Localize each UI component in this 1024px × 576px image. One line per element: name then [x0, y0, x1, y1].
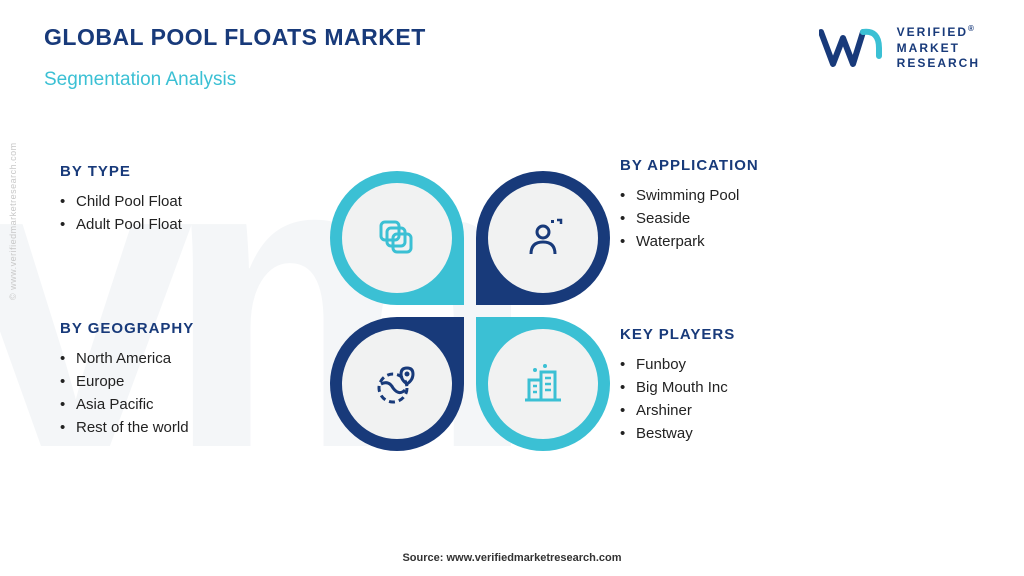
petal-inner	[342, 329, 452, 439]
list-item: North America	[60, 347, 320, 370]
list-item: Seaside	[620, 207, 980, 230]
segment-type: BY TYPE Child Pool FloatAdult Pool Float	[60, 163, 320, 236]
logo-line1: VERIFIED	[897, 25, 968, 39]
center-graphic	[320, 111, 620, 511]
page-subtitle: Segmentation Analysis	[44, 69, 426, 91]
header: GLOBAL POOL FLOATS MARKET Segmentation A…	[0, 0, 1024, 91]
segment-heading: BY TYPE	[60, 163, 320, 180]
segment-heading: KEY PLAYERS	[620, 326, 980, 343]
right-column: BY APPLICATION Swimming PoolSeasideWater…	[620, 111, 980, 511]
logo-line2: MARKET	[897, 41, 960, 55]
layers-icon	[375, 216, 419, 260]
list-item: Asia Pacific	[60, 393, 320, 416]
petal-type	[330, 171, 464, 305]
title-block: GLOBAL POOL FLOATS MARKET Segmentation A…	[44, 24, 426, 91]
segment-players: KEY PLAYERS FunboyBig Mouth IncArshinerB…	[620, 326, 980, 445]
segment-list: Child Pool FloatAdult Pool Float	[60, 190, 320, 236]
list-item: Big Mouth Inc	[620, 376, 980, 399]
segment-application: BY APPLICATION Swimming PoolSeasideWater…	[620, 157, 980, 253]
list-item: Waterpark	[620, 230, 980, 253]
list-item: Rest of the world	[60, 416, 320, 439]
petal-inner	[488, 183, 598, 293]
petal-inner	[488, 329, 598, 439]
list-item: Arshiner	[620, 399, 980, 422]
segment-heading: BY APPLICATION	[620, 157, 980, 174]
brand-logo: VERIFIED® MARKET RESEARCH	[819, 24, 980, 72]
left-column: BY TYPE Child Pool FloatAdult Pool Float…	[60, 111, 320, 511]
logo-text: VERIFIED® MARKET RESEARCH	[897, 24, 980, 72]
list-item: Bestway	[620, 422, 980, 445]
petal-geography	[330, 317, 464, 451]
content-grid: BY TYPE Child Pool FloatAdult Pool Float…	[0, 91, 1024, 511]
list-item: Adult Pool Float	[60, 213, 320, 236]
list-item: Europe	[60, 370, 320, 393]
list-item: Swimming Pool	[620, 184, 980, 207]
list-item: Funboy	[620, 353, 980, 376]
petal-inner	[342, 183, 452, 293]
segment-list: North AmericaEuropeAsia PacificRest of t…	[60, 347, 320, 439]
globe-icon	[375, 362, 419, 406]
source-attribution: Source: www.verifiedmarketresearch.com	[0, 552, 1024, 564]
logo-line3: RESEARCH	[897, 56, 980, 70]
segment-list: Swimming PoolSeasideWaterpark	[620, 184, 980, 253]
petal-cluster	[330, 171, 610, 451]
segment-geography: BY GEOGRAPHY North AmericaEuropeAsia Pac…	[60, 320, 320, 439]
page-title: GLOBAL POOL FLOATS MARKET	[44, 24, 426, 51]
petal-players	[476, 317, 610, 451]
segment-list: FunboyBig Mouth IncArshinerBestway	[620, 353, 980, 445]
person-icon	[521, 216, 565, 260]
petal-application	[476, 171, 610, 305]
segment-heading: BY GEOGRAPHY	[60, 320, 320, 337]
registered-mark: ®	[968, 24, 976, 33]
logo-mark-icon	[819, 26, 889, 70]
building-icon	[521, 362, 565, 406]
list-item: Child Pool Float	[60, 190, 320, 213]
